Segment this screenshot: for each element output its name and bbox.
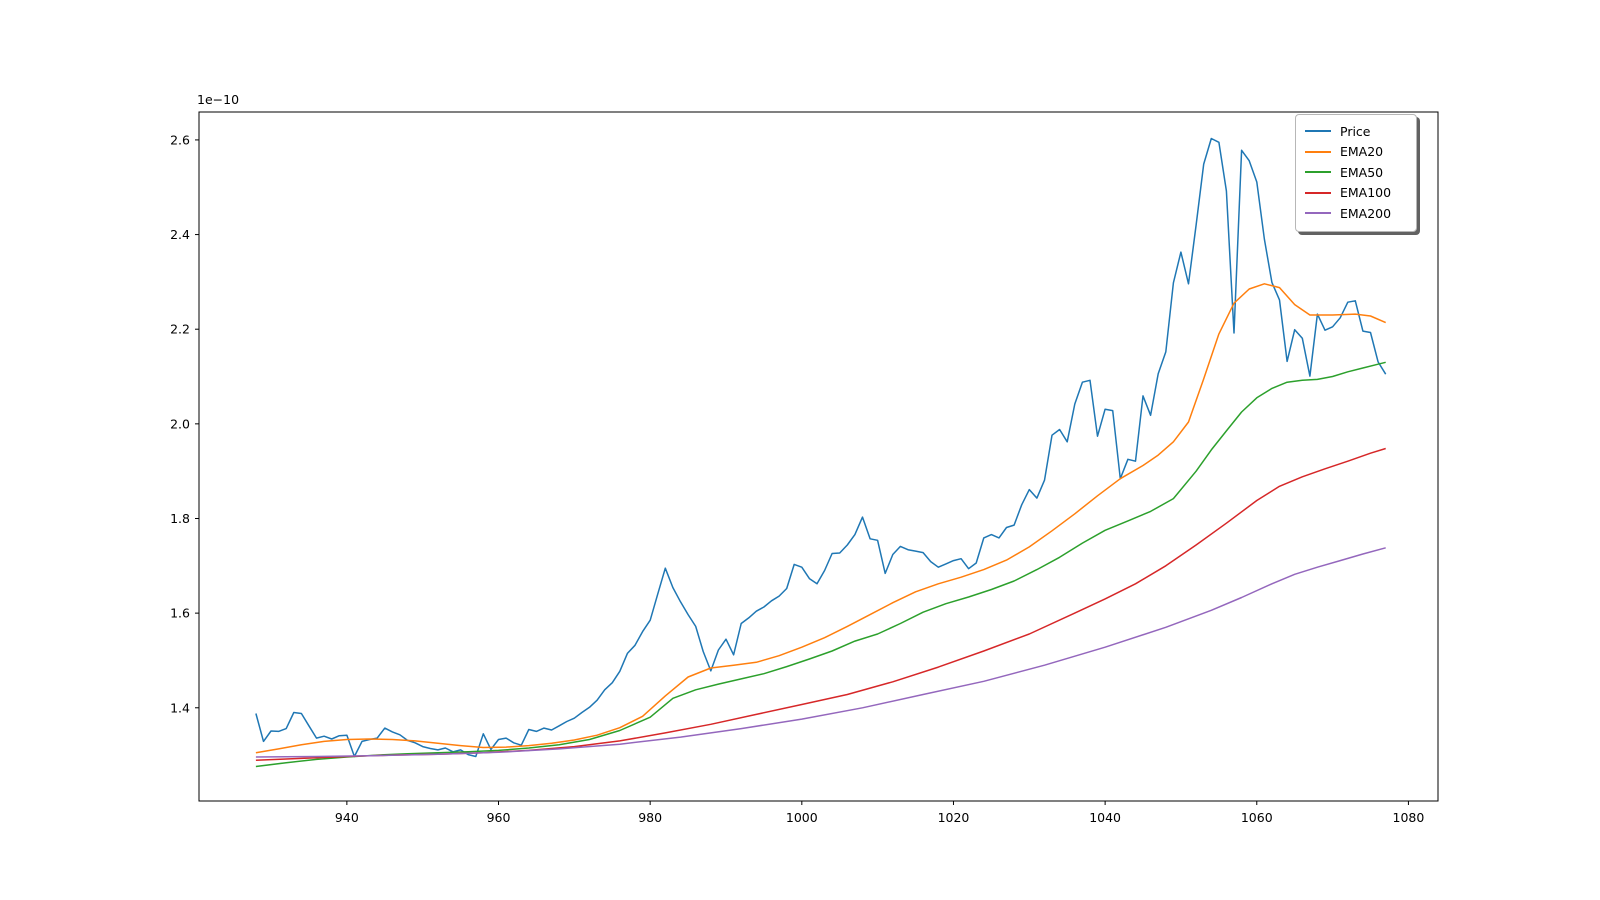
series-line-ema20 <box>255 283 1386 754</box>
legend-line-sample-price <box>1305 130 1331 133</box>
legend-line-sample-ema50 <box>1305 171 1331 174</box>
x-tick-label: 960 <box>487 810 511 825</box>
legend: Price EMA20 EMA50 EMA100 EMA200 <box>1295 114 1417 232</box>
y-tick-label: 2.4 <box>170 227 190 242</box>
series-line-ema200 <box>255 547 1386 758</box>
y-tick-label: 1.4 <box>170 700 190 715</box>
x-tick-label: 1020 <box>938 810 970 825</box>
legend-label: EMA20 <box>1340 144 1384 160</box>
series-line-ema100 <box>255 447 1386 762</box>
series-line-price <box>255 137 1387 758</box>
x-tick-label: 1060 <box>1241 810 1273 825</box>
y-axis-offset-label: 1e−10 <box>197 92 240 107</box>
plot-area <box>198 111 1439 802</box>
x-tick-label: 980 <box>638 810 662 825</box>
legend-item-ema100: EMA100 <box>1305 183 1407 204</box>
y-tick-label: 1.8 <box>170 511 190 526</box>
legend-line-sample-ema20 <box>1305 150 1331 153</box>
legend-line-sample-ema200 <box>1305 212 1331 215</box>
series-line-ema50 <box>255 361 1386 768</box>
legend-label: EMA200 <box>1340 205 1392 221</box>
legend-label: Price <box>1340 123 1371 139</box>
legend-item-ema200: EMA200 <box>1305 203 1407 224</box>
x-tick-label: 940 <box>335 810 359 825</box>
y-tick-label: 1.6 <box>170 606 190 621</box>
y-tick-label: 2.2 <box>170 322 190 337</box>
legend-line-sample-ema100 <box>1305 191 1331 194</box>
x-tick-label: 1080 <box>1393 810 1425 825</box>
x-tick-label: 1040 <box>1089 810 1121 825</box>
legend-item-price: Price <box>1305 121 1407 142</box>
y-tick-label: 2.6 <box>170 132 190 147</box>
legend-item-ema20: EMA20 <box>1305 142 1407 163</box>
legend-item-ema50: EMA50 <box>1305 162 1407 183</box>
legend-label: EMA50 <box>1340 164 1384 180</box>
x-tick-label: 1000 <box>786 810 818 825</box>
legend-label: EMA100 <box>1340 185 1392 201</box>
y-tick-label: 2.0 <box>170 416 190 431</box>
